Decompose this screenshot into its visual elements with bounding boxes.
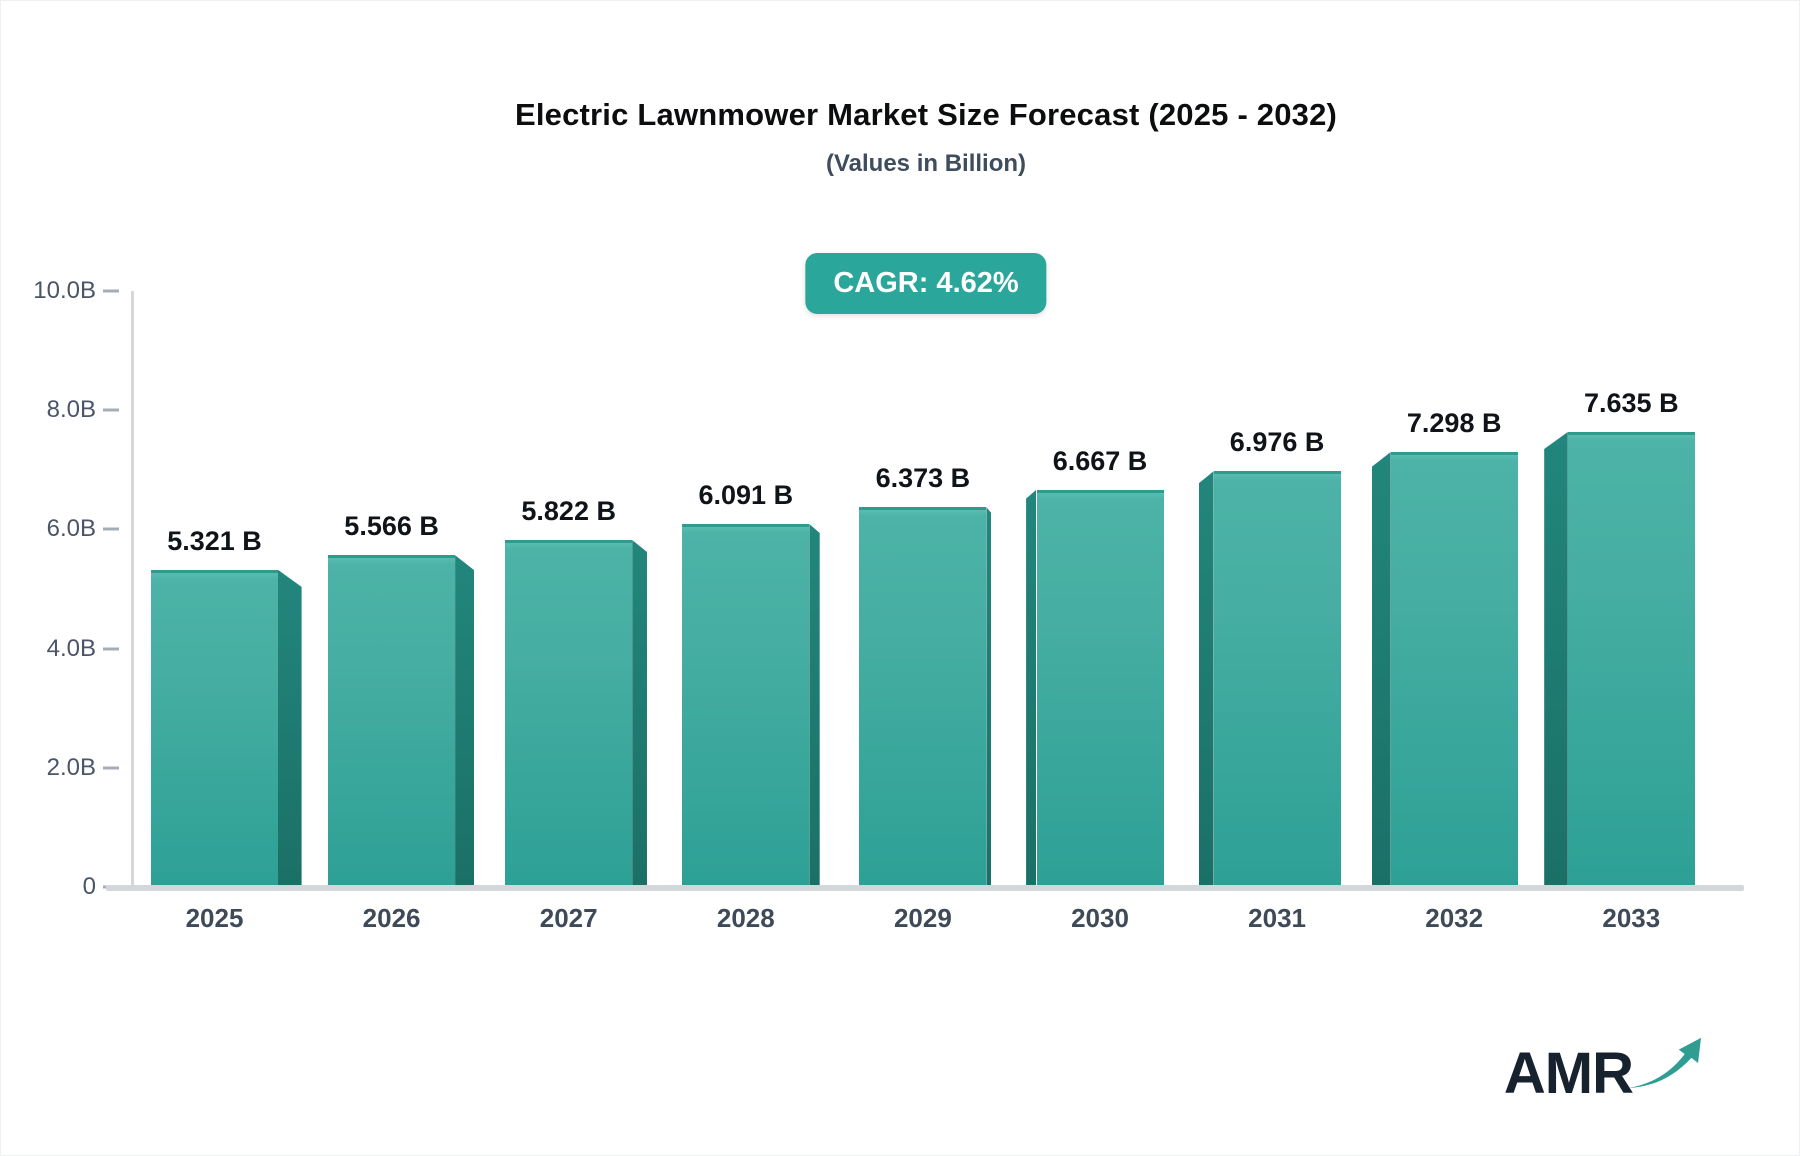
cagr-badge: CAGR: 4.62%: [805, 253, 1047, 314]
chart-title: Electric Lawnmower Market Size Forecast …: [514, 97, 1338, 132]
x-axis-category-label: 2028: [716, 903, 775, 933]
bar-2026[interactable]: [328, 555, 456, 887]
bar-2027[interactable]: [505, 540, 633, 887]
x-axis-category-label: 2031: [1248, 903, 1307, 933]
y-tick-label: 0: [82, 873, 96, 900]
bar-side-2025: [278, 569, 302, 887]
bar-2029[interactable]: [859, 507, 987, 887]
bar-value-label: 6.667 B: [1052, 445, 1148, 476]
bar-value-label: 5.321 B: [167, 525, 262, 556]
bar-side-2032: [1371, 452, 1391, 887]
y-tick-mark: [103, 408, 119, 412]
y-tick-label: 4.0B: [46, 634, 96, 662]
y-tick-mark: [103, 647, 119, 651]
bar-value-label: 6.091 B: [698, 479, 794, 510]
bar-value-label: 7.298 B: [1406, 408, 1502, 439]
bar-side-2033: [1544, 431, 1568, 887]
y-tick-label: 6.0B: [46, 515, 96, 543]
bar-2030[interactable]: [1036, 489, 1164, 887]
bar-side-2031: [1198, 471, 1214, 887]
y-tick-mark: [103, 289, 119, 293]
x-axis-category-label: 2032: [1425, 903, 1484, 933]
bar-side-2026: [455, 555, 475, 887]
trend-up-arrow-icon: [1627, 1032, 1701, 1099]
bar-side-2027: [632, 540, 647, 887]
chart-subtitle: (Values in Billion): [825, 150, 1027, 177]
x-axis-category-label: 2029: [893, 903, 952, 933]
bar-value-label: 5.566 B: [344, 511, 439, 542]
bar-value-label: 6.976 B: [1229, 427, 1325, 458]
bar-2031[interactable]: [1213, 471, 1341, 887]
bar-value-label: 7.635 B: [1584, 387, 1679, 418]
y-tick-label: 10.0B: [33, 277, 96, 304]
x-axis-category-label: 2027: [539, 903, 598, 933]
y-tick-label: 2.0B: [46, 753, 96, 781]
x-axis-category-label: 2025: [185, 903, 244, 933]
x-axis-category-label: 2030: [1071, 903, 1129, 933]
bar-value-label: 5.822 B: [521, 496, 616, 526]
bar-2032[interactable]: [1390, 452, 1518, 887]
bar-side-2030: [1026, 489, 1037, 887]
bar-side-2029: [986, 507, 992, 887]
bar-2025[interactable]: [151, 569, 278, 887]
bar-2033[interactable]: [1567, 431, 1695, 887]
x-axis-category-label: 2026: [362, 903, 421, 933]
bar-side-2028: [809, 523, 820, 887]
y-tick-label: 8.0B: [46, 396, 96, 424]
bar-2028[interactable]: [682, 523, 810, 887]
x-axis-category-label: 2033: [1602, 903, 1661, 933]
y-axis-line: [131, 291, 134, 887]
brand-logo: AMR: [1504, 1032, 1701, 1103]
y-tick-mark: [103, 527, 119, 531]
bar-value-label: 6.373 B: [875, 463, 971, 494]
x-axis-baseline: [106, 885, 1744, 891]
brand-logo-text: AMR: [1503, 1041, 1634, 1106]
y-tick-mark: [103, 766, 119, 770]
